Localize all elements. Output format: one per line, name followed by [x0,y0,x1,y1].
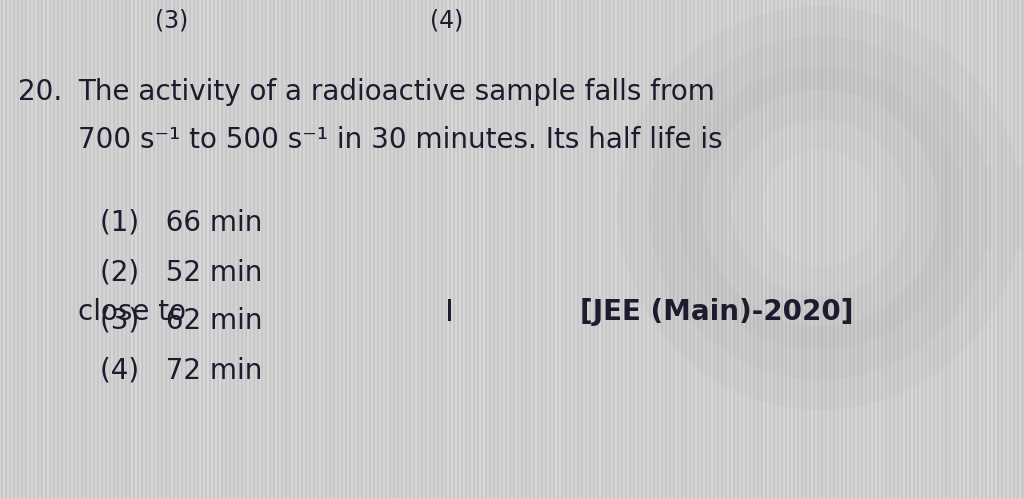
Text: (4)   72 min: (4) 72 min [100,356,262,384]
Text: (3)   62 min: (3) 62 min [100,306,262,334]
Text: I: I [445,298,455,327]
Text: The activity of a radioactive sample falls from: The activity of a radioactive sample fal… [78,78,715,106]
Text: (4): (4) [430,8,463,32]
Text: 700 s⁻¹ to 500 s⁻¹ in 30 minutes. Its half life is: 700 s⁻¹ to 500 s⁻¹ in 30 minutes. Its ha… [78,126,723,154]
Text: close to: close to [78,298,186,326]
Text: [JEE (Main)-2020]: [JEE (Main)-2020] [580,298,853,326]
Text: 20.: 20. [18,78,62,106]
Text: (2)   52 min: (2) 52 min [100,258,262,286]
Text: (1)   66 min: (1) 66 min [100,208,262,236]
Text: (3): (3) [155,8,188,32]
